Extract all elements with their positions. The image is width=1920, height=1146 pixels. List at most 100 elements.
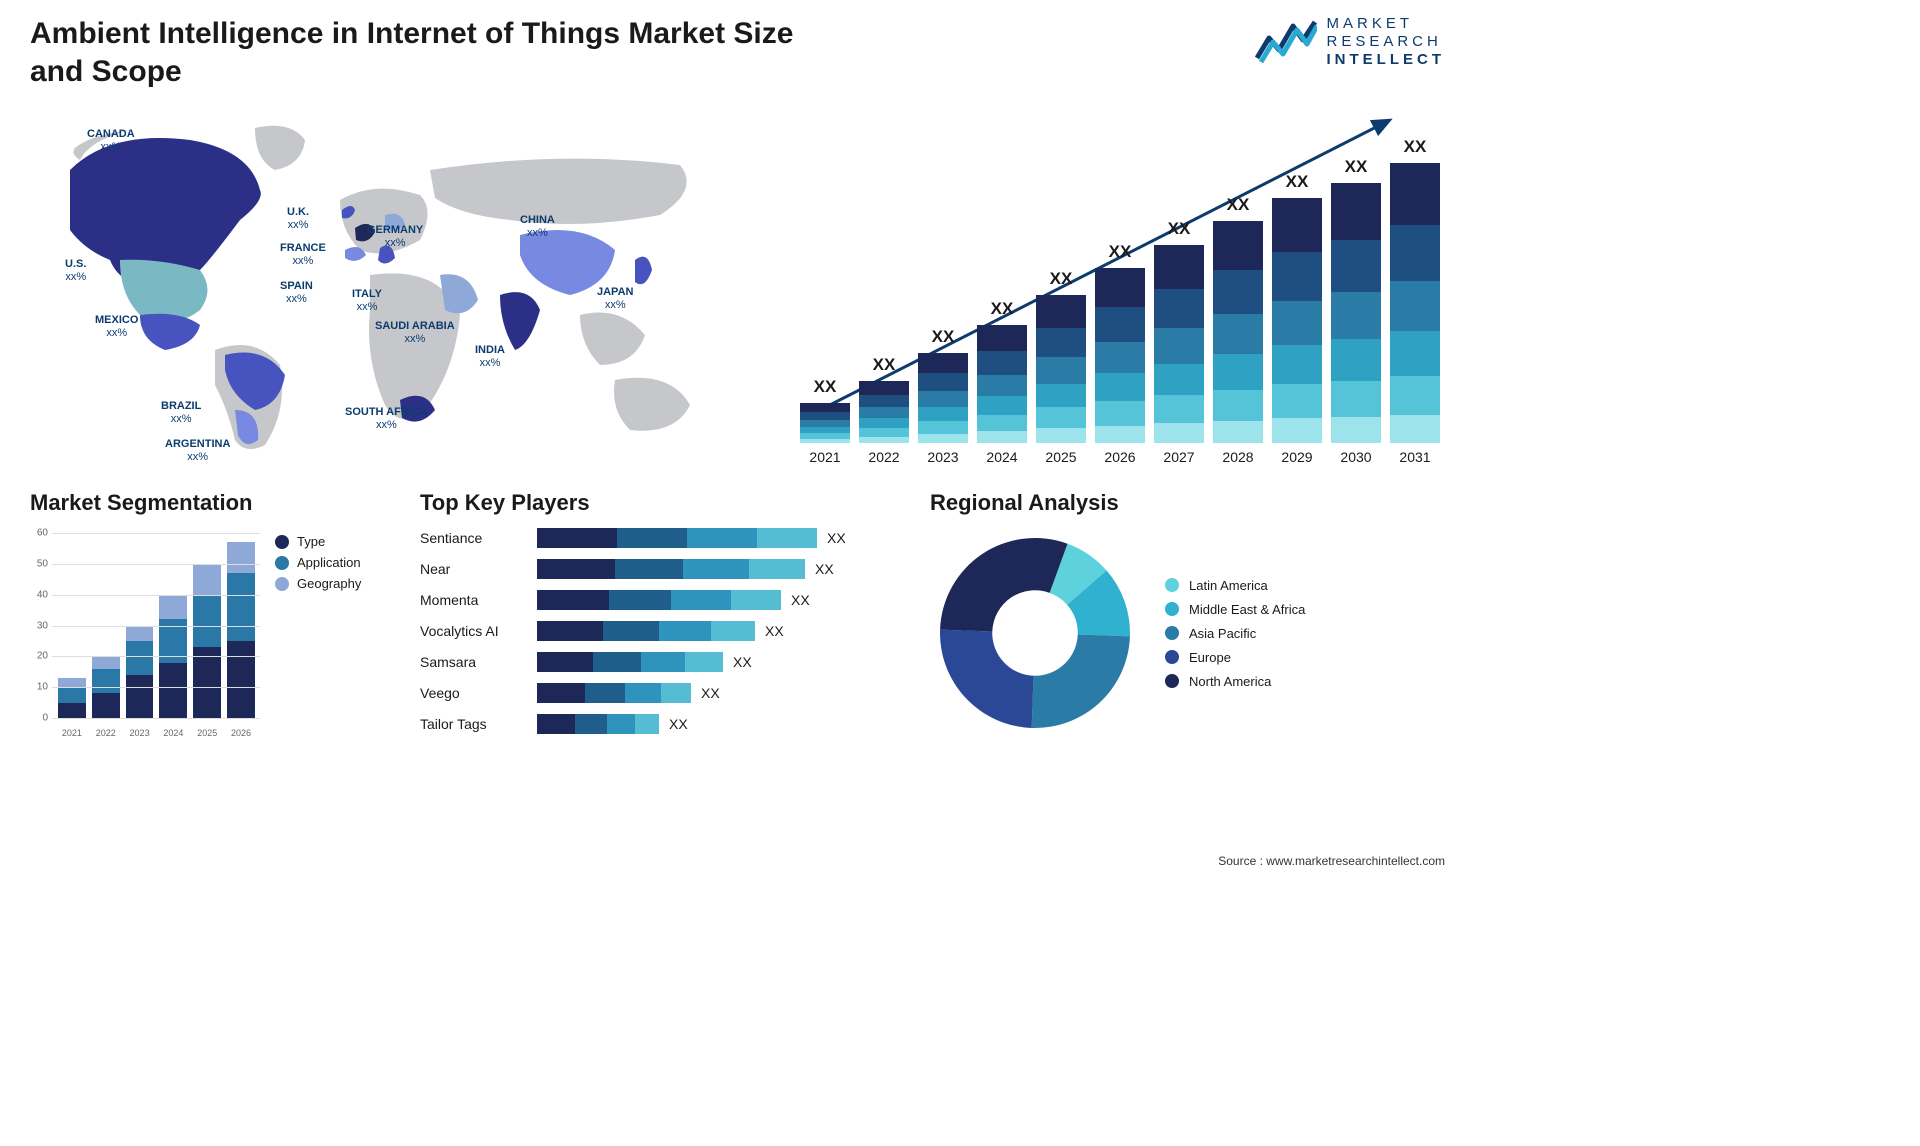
forecast-bar: XX xyxy=(800,403,850,443)
forecast-bar: XX xyxy=(918,353,968,443)
forecast-bar: XX xyxy=(1331,183,1381,443)
country-name: ITALY xyxy=(352,288,382,301)
seg-ylabel: 60 xyxy=(30,528,48,539)
forecast-bar-segment xyxy=(1331,339,1381,381)
forecast-bar-segment xyxy=(1390,331,1440,376)
player-row: XX xyxy=(537,652,910,672)
forecast-bar-segment xyxy=(1272,252,1322,301)
forecast-bar-label: XX xyxy=(1154,219,1204,239)
forecast-bar-segment xyxy=(1331,417,1381,443)
regional-donut xyxy=(930,528,1140,738)
forecast-bar-segment xyxy=(1095,307,1145,342)
regional-title: Regional Analysis xyxy=(930,490,1445,516)
seg-ylabel: 40 xyxy=(30,589,48,600)
player-bar-segment xyxy=(687,528,757,548)
seg-bar-segment xyxy=(227,641,255,718)
seg-bar-segment xyxy=(92,669,120,694)
map-label-china: CHINAxx% xyxy=(520,214,555,240)
header: Ambient Intelligence in Internet of Thin… xyxy=(0,0,1470,100)
forecast-bar-segment xyxy=(1331,183,1381,240)
seg-bar-segment xyxy=(227,542,255,573)
forecast-bar-label: XX xyxy=(977,299,1027,319)
forecast-bar-segment xyxy=(859,407,909,418)
forecast-bar-segment xyxy=(1095,426,1145,444)
forecast-bar: XX xyxy=(1095,268,1145,443)
forecast-bar-segment xyxy=(800,403,850,412)
seg-bar-segment xyxy=(159,595,187,620)
world-map: CANADAxx%U.S.xx%MEXICOxx%BRAZILxx%ARGENT… xyxy=(25,110,775,460)
legend-label: Europe xyxy=(1189,650,1231,665)
seg-xlabel: 2025 xyxy=(193,728,221,738)
forecast-bar-label: XX xyxy=(1213,195,1263,215)
forecast-bar-segment xyxy=(800,412,850,420)
seg-bar-segment xyxy=(193,647,221,718)
map-label-saudi-arabia: SAUDI ARABIAxx% xyxy=(375,320,455,346)
segmentation-xlabels: 202120222023202420252026 xyxy=(58,728,255,738)
donut-segment xyxy=(1032,634,1130,728)
country-name: MEXICO xyxy=(95,314,138,327)
country-pct: xx% xyxy=(280,293,313,306)
donut-segment xyxy=(940,630,1034,728)
player-value: XX xyxy=(791,592,810,608)
player-row: XX xyxy=(537,621,910,641)
player-bar-segment xyxy=(537,590,609,610)
players-bars: XXXXXXXXXXXXXX xyxy=(537,528,910,734)
country-name: GERMANY xyxy=(367,224,423,237)
forecast-bar-segment xyxy=(1213,390,1263,421)
legend-label: Geography xyxy=(297,576,361,591)
forecast-bar-segment xyxy=(1390,376,1440,415)
legend-label: North America xyxy=(1189,674,1271,689)
forecast-bar-segment xyxy=(1036,357,1086,384)
forecast-bar-segment xyxy=(1390,415,1440,443)
logo-mark-icon xyxy=(1255,18,1317,66)
map-label-u.s.: U.S.xx% xyxy=(65,258,86,284)
forecast-bar-segment xyxy=(1154,328,1204,364)
forecast-xlabel: 2023 xyxy=(918,449,968,465)
forecast-bar-segment xyxy=(1213,270,1263,314)
seg-legend-item: Type xyxy=(275,534,361,549)
country-pct: xx% xyxy=(165,451,230,464)
forecast-bar-segment xyxy=(1213,314,1263,354)
forecast-bar-segment xyxy=(977,431,1027,443)
player-row: XX xyxy=(537,683,910,703)
forecast-bar-segment xyxy=(1213,421,1263,443)
forecast-bar-segment xyxy=(1154,364,1204,396)
map-label-italy: ITALYxx% xyxy=(352,288,382,314)
bottom-row: Market Segmentation 20212022202320242025… xyxy=(0,465,1470,738)
forecast-bars: XXXXXXXXXXXXXXXXXXXXXX xyxy=(795,145,1445,443)
forecast-xlabel: 2029 xyxy=(1272,449,1322,465)
forecast-bar-segment xyxy=(918,373,968,391)
seg-bar xyxy=(193,564,221,718)
country-name: U.S. xyxy=(65,258,86,271)
forecast-bar-segment xyxy=(1331,292,1381,339)
forecast-bar: XX xyxy=(1213,221,1263,443)
player-bar-segment xyxy=(537,714,575,734)
player-bar-segment xyxy=(617,528,687,548)
country-pct: xx% xyxy=(475,357,505,370)
player-name: Near xyxy=(420,559,525,579)
forecast-bar-segment xyxy=(859,418,909,428)
map-label-japan: JAPANxx% xyxy=(597,286,633,312)
country-pct: xx% xyxy=(161,413,201,426)
forecast-bar-segment xyxy=(800,420,850,427)
map-label-argentina: ARGENTINAxx% xyxy=(165,438,230,464)
seg-bar-segment xyxy=(227,573,255,641)
country-name: FRANCE xyxy=(280,242,326,255)
seg-ylabel: 30 xyxy=(30,620,48,631)
player-bar-segment xyxy=(685,652,723,672)
seg-gridline xyxy=(52,656,260,657)
seg-bar-segment xyxy=(126,675,154,718)
player-bar xyxy=(537,683,691,703)
forecast-bar-label: XX xyxy=(1331,157,1381,177)
country-pct: xx% xyxy=(65,271,86,284)
player-bar-segment xyxy=(757,528,817,548)
legend-swatch-icon xyxy=(275,577,289,591)
country-name: SOUTH AFRICA xyxy=(345,406,428,419)
player-bar-segment xyxy=(661,683,691,703)
country-name: JAPAN xyxy=(597,286,633,299)
forecast-bar-segment xyxy=(1154,245,1204,289)
forecast-bar: XX xyxy=(1154,245,1204,443)
player-value: XX xyxy=(815,561,834,577)
forecast-bar-label: XX xyxy=(859,355,909,375)
seg-ylabel: 10 xyxy=(30,682,48,693)
